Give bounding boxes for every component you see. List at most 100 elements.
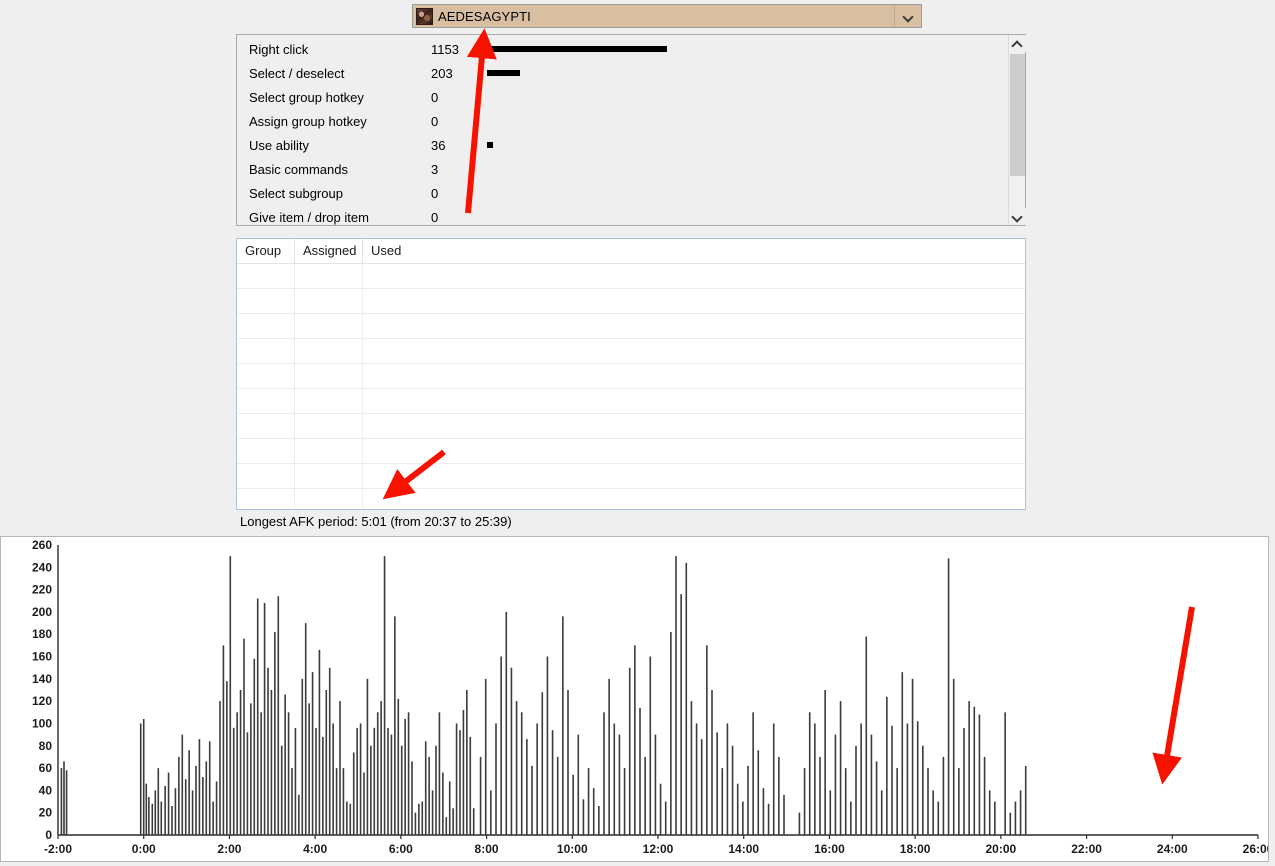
table-cell [295,289,363,313]
action-magnitude-bar [487,70,520,76]
column-header-group[interactable]: Group [237,239,295,263]
table-cell [237,439,295,463]
x-axis-tick-label: 26:00 [1243,842,1268,856]
table-cell [363,314,1025,338]
y-axis-tick-label: 180 [32,627,52,641]
table-row[interactable] [237,489,1025,509]
chevron-down-icon[interactable] [894,5,921,27]
x-axis-tick-label: 6:00 [389,842,413,856]
table-cell [237,389,295,413]
x-axis-tick-label: 20:00 [986,842,1017,856]
actions-list[interactable]: Right click 1153 Select / deselect 203 Selec… [237,35,1003,225]
action-count: 1153 [431,41,459,57]
y-axis-tick-label: 20 [39,806,53,820]
longest-afk-period-label: Longest AFK period: 5:01 (from 20:37 to … [240,514,512,529]
scrollbar-thumb[interactable] [1010,54,1025,176]
groups-table-body [237,264,1025,509]
unit-select-value: AEDESAGYPTI [438,8,531,24]
table-cell [237,339,295,363]
action-bar-area [487,61,1003,85]
action-count: 0 [431,209,439,225]
action-label: Select group hotkey [249,89,364,105]
action-row[interactable]: Assign group hotkey 0 [237,109,1003,133]
table-cell [363,489,1025,509]
table-row[interactable] [237,264,1025,289]
action-count: 36 [431,137,446,153]
y-axis-tick-label: 40 [39,783,53,797]
groups-table[interactable]: Group Assigned Used [236,238,1026,510]
table-cell [363,464,1025,488]
action-label: Basic commands [249,161,348,177]
action-row[interactable]: Basic commands 3 [237,157,1003,181]
table-cell [295,439,363,463]
action-bar-area [487,157,1003,181]
table-cell [237,464,295,488]
table-row[interactable] [237,439,1025,464]
table-cell [295,389,363,413]
table-cell [295,264,363,288]
scroll-down-icon[interactable] [1009,208,1026,225]
table-cell [363,289,1025,313]
action-label: Select / deselect [249,65,345,81]
table-cell [363,414,1025,438]
x-axis-tick-label: 18:00 [900,842,931,856]
table-cell [363,439,1025,463]
table-row[interactable] [237,464,1025,489]
x-axis-tick-label: 24:00 [1157,842,1188,856]
y-axis-tick-label: 0 [45,828,52,842]
chart-plot-area: 260 240 220 200 180 160 140 120 100 80 60 40 20 0 -2:0… [1,537,1268,861]
action-row[interactable]: Select / deselect 203 [237,61,1003,85]
table-cell [295,489,363,509]
apm-over-time-chart[interactable]: 260 240 220 200 180 160 140 120 100 80 60 40 20 0 -2:0… [0,536,1269,862]
y-axis-tick-label: 100 [32,716,52,730]
table-row[interactable] [237,339,1025,364]
x-axis-tick-label: 4:00 [303,842,327,856]
x-axis-tick-label: 22:00 [1071,842,1102,856]
table-cell [237,364,295,388]
table-cell [295,464,363,488]
table-cell [363,389,1025,413]
table-cell [237,264,295,288]
table-row[interactable] [237,314,1025,339]
actions-list-scrollbar[interactable] [1008,35,1026,225]
action-count: 0 [431,113,439,129]
column-header-used[interactable]: Used [371,243,402,258]
table-cell [363,264,1025,288]
table-cell [295,339,363,363]
y-axis-tick-label: 260 [32,538,52,552]
y-axis-tick-label: 60 [39,761,53,775]
action-count: 203 [431,65,453,81]
table-row[interactable] [237,289,1025,314]
table-row[interactable] [237,414,1025,439]
actions-list-panel: Right click 1153 Select / deselect 203 Selec… [236,34,1026,226]
y-axis-tick-label: 160 [32,650,52,664]
x-axis-tick-label: 0:00 [132,842,156,856]
action-count: 3 [431,161,439,177]
x-axis-tick-label: -2:00 [44,842,72,856]
x-axis-tick-label: 12:00 [643,842,674,856]
action-bar-area [487,133,1003,157]
table-cell [237,314,295,338]
action-row[interactable]: Give item / drop item 0 [237,205,1003,229]
chart-bars [60,556,1027,835]
action-row[interactable]: Use ability 36 [237,133,1003,157]
groups-table-header: Group Assigned Used [237,239,1025,264]
action-count: 0 [431,89,439,105]
unit-select-combobox[interactable]: AEDESAGYPTI [412,4,922,28]
table-row[interactable] [237,389,1025,414]
action-bar-area [487,181,1003,205]
table-cell [295,364,363,388]
scroll-up-icon[interactable] [1009,35,1026,52]
table-cell [295,414,363,438]
action-row[interactable]: Right click 1153 [237,37,1003,61]
table-row[interactable] [237,364,1025,389]
unit-portrait-icon [416,7,433,25]
action-row[interactable]: Select subgroup 0 [237,181,1003,205]
action-magnitude-bar [487,46,667,52]
action-row[interactable]: Select group hotkey 0 [237,85,1003,109]
y-axis-tick-label: 120 [32,694,52,708]
y-axis-tick-label: 200 [32,605,52,619]
action-label: Use ability [249,137,309,153]
x-axis-tick-label: 16:00 [814,842,845,856]
column-header-assigned[interactable]: Assigned [295,239,363,263]
